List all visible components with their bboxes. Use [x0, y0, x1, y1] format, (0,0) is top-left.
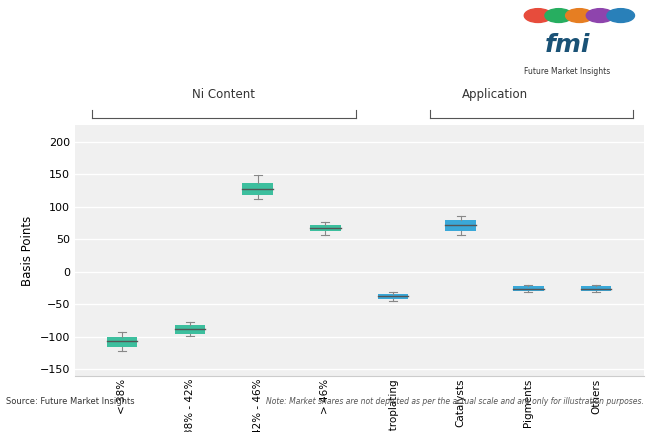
Text: Application: Application	[462, 88, 528, 101]
Bar	[242, 183, 273, 195]
Text: Future Market Insights: Future Market Insights	[524, 67, 610, 76]
Bar	[378, 294, 408, 299]
Bar	[513, 286, 543, 291]
Circle shape	[525, 9, 552, 22]
Text: Note: Market shares are not depicted as per the actual scale and are only for il: Note: Market shares are not depicted as …	[266, 397, 644, 406]
Bar	[310, 225, 341, 232]
Bar	[175, 325, 205, 334]
Bar	[445, 219, 476, 231]
Circle shape	[586, 9, 614, 22]
Y-axis label: Basis Points: Basis Points	[21, 216, 34, 286]
Text: fmi: fmi	[545, 33, 590, 57]
Text: Source: Future Market Insights: Source: Future Market Insights	[6, 397, 135, 406]
Circle shape	[545, 9, 573, 22]
Text: Ni Content: Ni Content	[192, 88, 255, 101]
Text: Projected BPS Change in Market Share for Key Segments in Global Nickel: Projected BPS Change in Market Share for…	[7, 18, 514, 31]
Text: Carbonate  Market, 2022-2032: Carbonate Market, 2022-2032	[7, 58, 219, 71]
Bar	[107, 337, 137, 346]
Bar	[581, 286, 612, 291]
Circle shape	[566, 9, 593, 22]
Circle shape	[607, 9, 634, 22]
